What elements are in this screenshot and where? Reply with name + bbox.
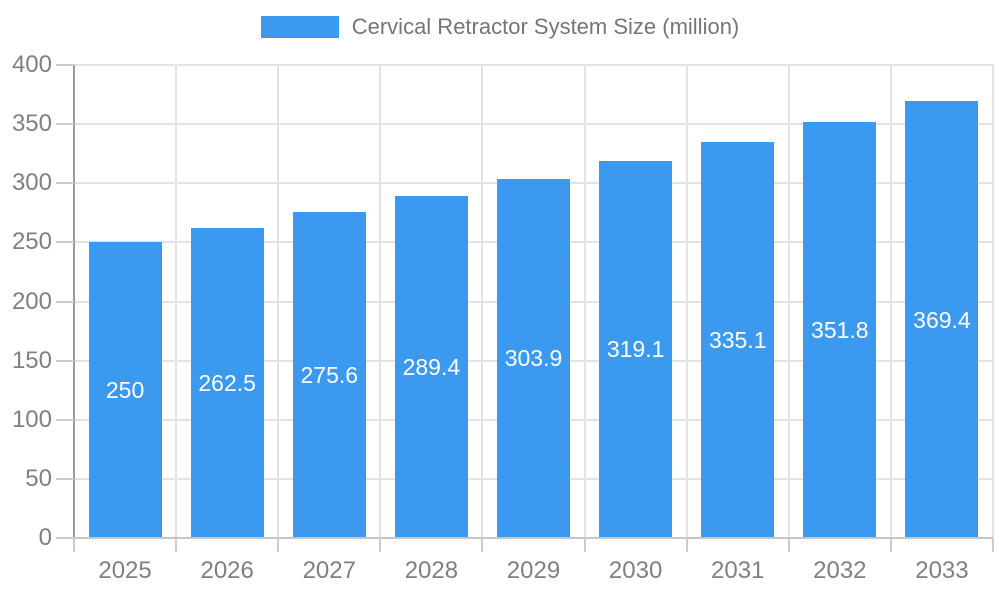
y-tick-mark <box>56 359 74 362</box>
y-tick-mark <box>56 477 74 480</box>
y-tick-mark <box>56 123 74 126</box>
y-tick-mark <box>56 418 74 421</box>
gridline-vertical <box>379 65 382 538</box>
bar[interactable]: 303.9 <box>497 178 570 538</box>
bar-value-label: 351.8 <box>811 316 869 343</box>
x-tick-label: 2031 <box>711 557 765 584</box>
bar-value-label: 250 <box>105 377 145 404</box>
y-tick-label: 0 <box>38 524 52 551</box>
x-tick-label: 2033 <box>915 557 969 584</box>
y-tick-label: 200 <box>11 287 52 315</box>
bar-value-label: 369.4 <box>913 306 971 333</box>
gridline-vertical <box>277 65 280 538</box>
x-tick-mark <box>992 538 994 552</box>
bar-value-label: 303.9 <box>504 345 563 372</box>
x-tick-mark <box>787 538 790 552</box>
gridline-vertical <box>787 65 790 538</box>
bar[interactable]: 351.8 <box>803 121 877 538</box>
y-tick-label: 400 <box>11 51 52 78</box>
gridline-vertical <box>583 65 586 538</box>
plot-area: 250 262.5 275.6 289.4 303.9 319.1 335.1 351.8 36… <box>74 64 994 538</box>
y-tick-label: 350 <box>11 110 52 138</box>
x-tick-label: 2025 <box>98 557 152 584</box>
x-tick-label: 2028 <box>404 557 459 584</box>
x-tick-label: 2026 <box>200 557 254 584</box>
gridline-vertical <box>685 65 688 538</box>
bar-value-label: 335.1 <box>708 326 767 353</box>
bar[interactable]: 250 <box>88 242 162 538</box>
y-tick-mark <box>56 241 74 244</box>
x-tick-mark <box>481 538 484 552</box>
x-axis-line <box>74 537 993 539</box>
x-tick-label: 2030 <box>608 557 663 584</box>
x-tick-mark <box>73 538 75 552</box>
bar-value-label: 275.6 <box>300 362 359 389</box>
x-tick-mark <box>583 538 586 552</box>
x-tick-mark <box>277 538 280 552</box>
y-tick-mark <box>56 300 74 303</box>
x-tick-label: 2027 <box>302 557 356 584</box>
y-axis-line <box>73 65 75 552</box>
x-tick-label: 2029 <box>506 557 561 584</box>
x-tick-mark <box>379 538 382 552</box>
bar[interactable]: 262.5 <box>190 227 264 538</box>
bar[interactable]: 275.6 <box>292 212 366 538</box>
gridline-vertical <box>481 65 484 538</box>
bar[interactable]: 369.4 <box>905 101 979 538</box>
gridline-horizontal <box>74 123 993 126</box>
gridline-vertical <box>992 65 994 538</box>
y-tick-label: 100 <box>11 405 52 433</box>
bar[interactable]: 289.4 <box>394 195 468 538</box>
legend-swatch-icon <box>260 16 339 38</box>
y-tick-label: 50 <box>25 464 52 492</box>
legend-label: Cervical Retractor System Size (million) <box>351 14 740 39</box>
bar[interactable]: 335.1 <box>701 141 775 538</box>
bar[interactable]: 319.1 <box>599 160 673 538</box>
bar-value-label: 262.5 <box>198 369 256 396</box>
x-tick-label: 2032 <box>813 557 867 584</box>
bar-value-label: 319.1 <box>606 336 665 363</box>
y-tick-label: 250 <box>11 228 52 256</box>
gridline-vertical <box>175 65 178 538</box>
y-tick-mark <box>56 64 74 66</box>
legend: Cervical Retractor System Size (million) <box>0 14 1000 40</box>
gridline-vertical <box>889 65 892 538</box>
x-tick-mark <box>889 538 892 552</box>
bar-value-label: 289.4 <box>402 353 461 380</box>
y-tick-label: 300 <box>11 169 52 197</box>
legend-item[interactable]: Cervical Retractor System Size (million) <box>260 14 740 40</box>
y-tick-mark <box>56 537 74 539</box>
x-tick-mark <box>685 538 688 552</box>
x-tick-mark <box>175 538 178 552</box>
y-tick-label: 150 <box>11 346 52 374</box>
y-tick-mark <box>56 182 74 185</box>
gridline-horizontal <box>74 64 993 66</box>
